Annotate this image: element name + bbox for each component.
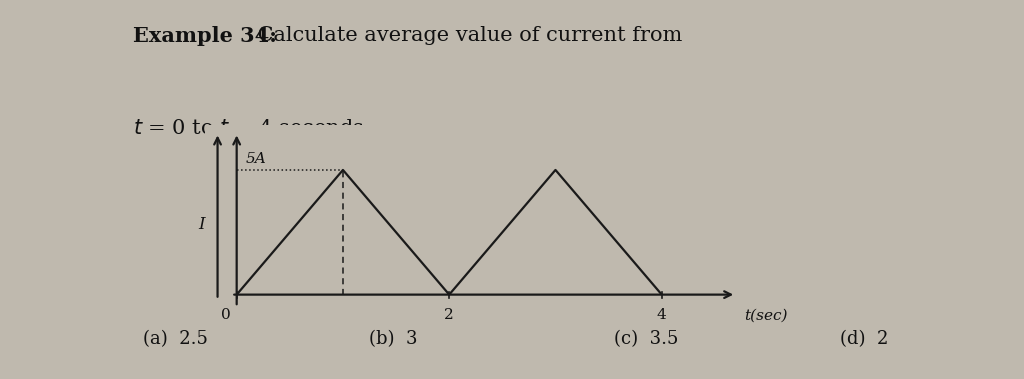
- Text: $t$ = 0 to $t$ = 4 seconds.: $t$ = 0 to $t$ = 4 seconds.: [133, 119, 370, 138]
- Text: (b)  3: (b) 3: [369, 330, 417, 348]
- Text: t(sec): t(sec): [744, 309, 788, 322]
- Text: (c)  3.5: (c) 3.5: [614, 330, 679, 348]
- Text: 0: 0: [221, 309, 231, 322]
- Text: 2: 2: [444, 309, 454, 322]
- Text: 5A: 5A: [245, 152, 266, 166]
- Text: I: I: [199, 216, 205, 233]
- Text: (a)  2.5: (a) 2.5: [143, 330, 208, 348]
- Text: 4: 4: [656, 309, 667, 322]
- Text: Calculate average value of current from: Calculate average value of current from: [251, 26, 682, 45]
- Text: (d)  2: (d) 2: [840, 330, 888, 348]
- Text: Example 34:: Example 34:: [133, 26, 278, 45]
